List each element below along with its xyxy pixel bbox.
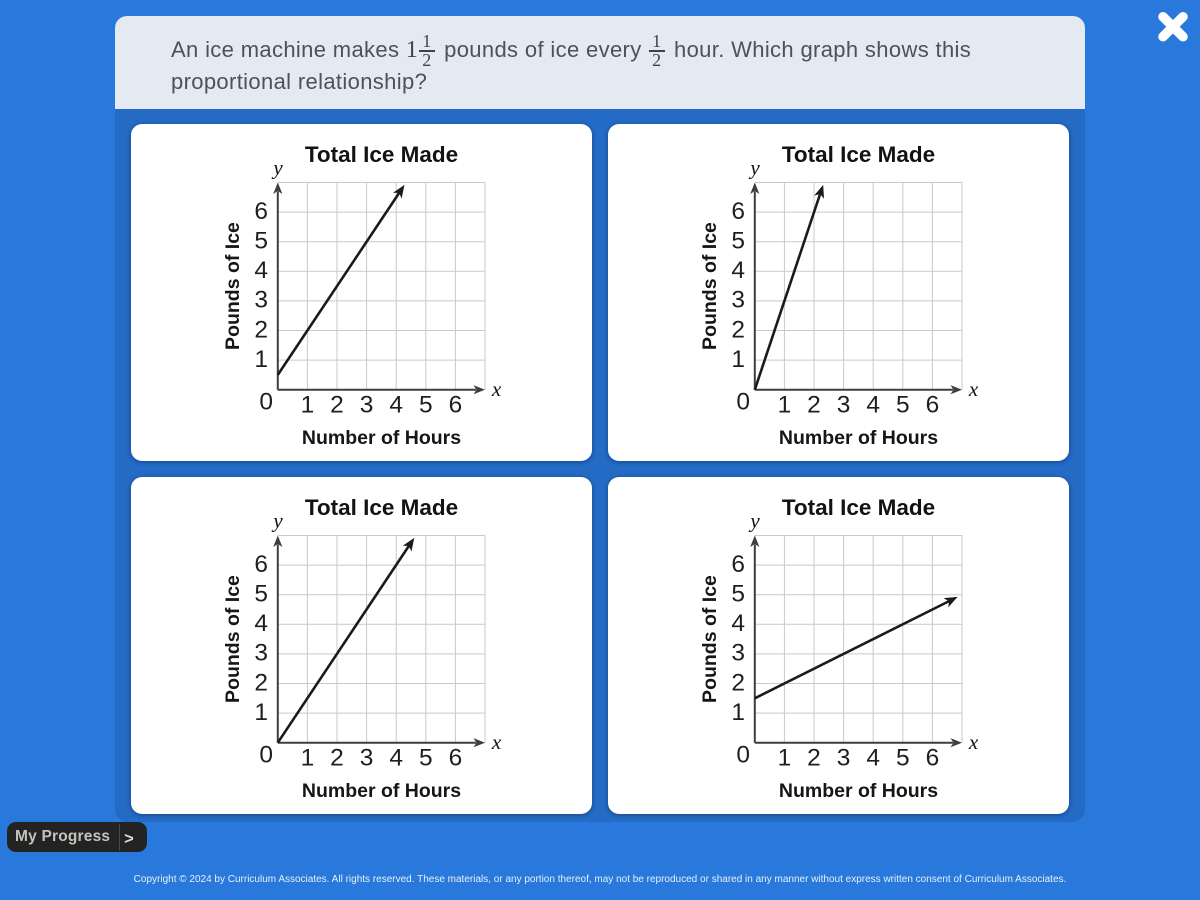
svg-text:Pounds of Ice: Pounds of Ice [699, 221, 721, 349]
svg-text:4: 4 [731, 257, 745, 284]
svg-text:y: y [748, 155, 760, 179]
svg-text:y: y [271, 508, 283, 532]
svg-text:6: 6 [254, 197, 268, 224]
svg-text:Total Ice Made: Total Ice Made [304, 495, 457, 520]
svg-text:5: 5 [254, 580, 268, 607]
svg-text:3: 3 [359, 391, 373, 418]
svg-text:Total Ice Made: Total Ice Made [304, 142, 457, 167]
svg-text:6: 6 [731, 550, 745, 577]
svg-text:Pounds of Ice: Pounds of Ice [222, 574, 244, 702]
svg-text:3: 3 [731, 639, 745, 666]
svg-text:0: 0 [259, 388, 273, 415]
svg-text:1: 1 [778, 391, 792, 418]
svg-text:5: 5 [418, 744, 432, 771]
svg-text:x: x [490, 377, 501, 401]
svg-text:2: 2 [807, 391, 821, 418]
svg-text:Total Ice Made: Total Ice Made [782, 495, 935, 520]
svg-text:4: 4 [254, 257, 268, 284]
svg-text:1: 1 [731, 345, 745, 372]
svg-text:5: 5 [254, 227, 268, 254]
svg-text:2: 2 [731, 669, 745, 696]
svg-text:1: 1 [778, 744, 792, 771]
svg-text:x: x [490, 730, 501, 754]
svg-text:x: x [968, 730, 979, 754]
svg-text:4: 4 [866, 744, 880, 771]
svg-text:6: 6 [731, 197, 745, 224]
svg-text:x: x [968, 377, 979, 401]
svg-text:Number of Hours: Number of Hours [301, 780, 460, 802]
svg-text:2: 2 [330, 391, 344, 418]
svg-text:1: 1 [731, 698, 745, 725]
svg-text:1: 1 [254, 698, 268, 725]
svg-text:2: 2 [807, 744, 821, 771]
svg-text:3: 3 [731, 286, 745, 313]
svg-text:5: 5 [731, 580, 745, 607]
svg-text:6: 6 [926, 391, 940, 418]
svg-text:0: 0 [259, 741, 273, 768]
svg-text:6: 6 [254, 550, 268, 577]
svg-text:6: 6 [926, 744, 940, 771]
svg-text:5: 5 [896, 744, 910, 771]
svg-text:3: 3 [359, 744, 373, 771]
svg-text:3: 3 [837, 391, 851, 418]
svg-text:0: 0 [736, 388, 750, 415]
svg-text:y: y [748, 508, 760, 532]
svg-text:Number of Hours: Number of Hours [779, 780, 938, 802]
svg-text:4: 4 [866, 391, 880, 418]
svg-text:0: 0 [736, 741, 750, 768]
svg-text:Total Ice Made: Total Ice Made [782, 142, 935, 167]
svg-text:1: 1 [300, 744, 314, 771]
svg-text:3: 3 [837, 744, 851, 771]
svg-text:2: 2 [731, 316, 745, 343]
svg-text:Number of Hours: Number of Hours [779, 427, 938, 449]
svg-text:Pounds of Ice: Pounds of Ice [699, 574, 721, 702]
svg-text:5: 5 [896, 391, 910, 418]
svg-text:3: 3 [254, 639, 268, 666]
svg-text:y: y [271, 155, 283, 179]
svg-text:2: 2 [254, 669, 268, 696]
svg-text:4: 4 [389, 391, 403, 418]
svg-text:6: 6 [448, 391, 462, 418]
svg-text:1: 1 [254, 345, 268, 372]
svg-text:Pounds of Ice: Pounds of Ice [222, 221, 244, 349]
svg-text:5: 5 [731, 227, 745, 254]
svg-text:2: 2 [330, 744, 344, 771]
svg-text:4: 4 [731, 610, 745, 637]
svg-text:6: 6 [448, 744, 462, 771]
svg-text:1: 1 [300, 391, 314, 418]
svg-text:5: 5 [418, 391, 432, 418]
svg-text:4: 4 [254, 610, 268, 637]
svg-text:2: 2 [254, 316, 268, 343]
svg-text:3: 3 [254, 286, 268, 313]
svg-text:4: 4 [389, 744, 403, 771]
svg-text:Number of Hours: Number of Hours [301, 427, 460, 449]
